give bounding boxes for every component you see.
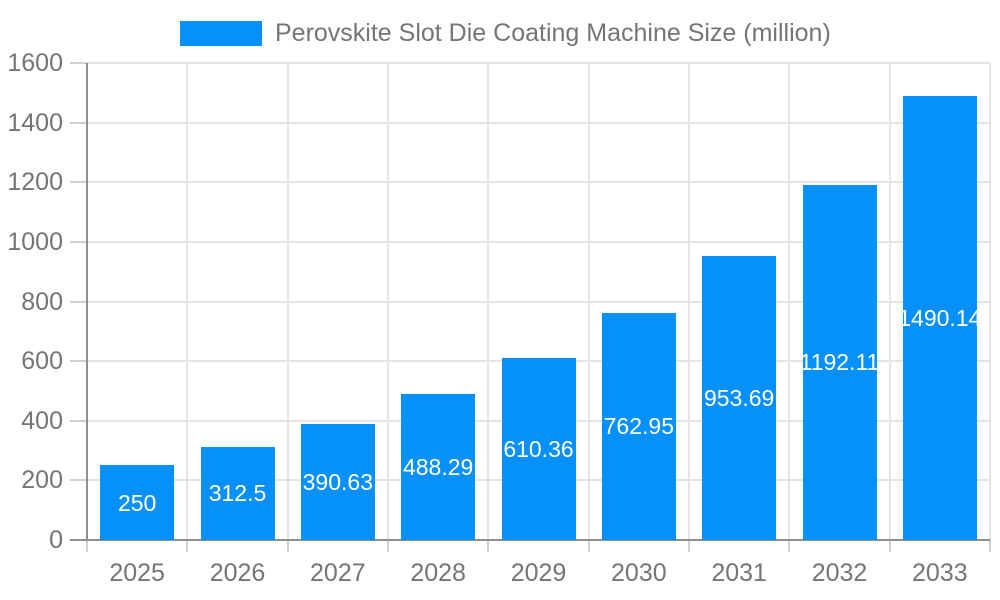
x-tick xyxy=(688,540,690,552)
bar-value-label: 250 xyxy=(117,489,157,516)
bar-2031[interactable] xyxy=(702,255,777,540)
bar-2026[interactable] xyxy=(200,446,275,540)
y-axis-label: 1000 xyxy=(7,227,63,256)
x-axis-label: 2032 xyxy=(811,559,868,587)
gridline-x xyxy=(186,63,189,540)
gridline-x xyxy=(888,63,891,540)
y-axis-label: 600 xyxy=(21,347,63,376)
y-tick xyxy=(70,300,87,303)
y-tick xyxy=(70,121,87,124)
bar-2033[interactable] xyxy=(902,95,977,540)
gridline-x xyxy=(487,63,490,540)
bar-2027[interactable] xyxy=(300,423,375,540)
y-axis-label: 800 xyxy=(21,287,63,316)
bar-value-label: 953.69 xyxy=(703,384,775,411)
y-tick xyxy=(70,479,87,482)
y-tick xyxy=(70,240,87,243)
x-tick xyxy=(86,540,88,552)
y-axis-line xyxy=(86,63,88,540)
bar-2030[interactable] xyxy=(601,312,676,540)
y-axis-label: 0 xyxy=(49,526,63,554)
bar-2025[interactable] xyxy=(100,465,175,540)
gridline-x xyxy=(688,63,690,540)
x-axis-line xyxy=(70,539,990,541)
bar-value-label: 610.36 xyxy=(503,436,574,463)
gridline-y xyxy=(87,62,990,64)
bar-value-label: 390.63 xyxy=(302,468,373,495)
gridline-x xyxy=(387,63,389,540)
legend-label: Perovskite Slot Die Coating Machine Size… xyxy=(275,19,831,47)
y-tick xyxy=(70,360,87,363)
gridline-y xyxy=(87,121,990,124)
y-tick xyxy=(70,419,87,422)
x-tick xyxy=(989,540,991,552)
bar-value-label: 1192.11 xyxy=(799,349,880,376)
bar-value-label: 762.95 xyxy=(603,413,674,440)
x-tick xyxy=(888,540,891,552)
y-axis-label: 200 xyxy=(21,466,63,495)
x-axis-label: 2029 xyxy=(510,559,567,587)
x-axis-label: 2033 xyxy=(912,559,968,587)
x-axis-label: 2030 xyxy=(611,559,667,587)
bar-value-label: 488.29 xyxy=(402,454,474,481)
x-axis-label: 2031 xyxy=(711,559,767,587)
bar-value-label: 1490.14 xyxy=(898,304,982,331)
gridline-y xyxy=(87,181,990,184)
x-axis-label: 2026 xyxy=(209,559,266,587)
x-tick xyxy=(487,540,490,552)
bar-2029[interactable] xyxy=(501,358,576,540)
legend: Perovskite Slot Die Coating Machine Size… xyxy=(180,19,831,47)
x-tick xyxy=(587,540,590,552)
y-axis-label: 1400 xyxy=(7,108,63,137)
x-tick xyxy=(186,540,189,552)
x-axis-label: 2028 xyxy=(410,559,466,587)
bar-2032[interactable] xyxy=(802,184,877,540)
gridline-x xyxy=(989,63,991,540)
y-tick xyxy=(70,181,87,184)
gridline-y xyxy=(87,240,990,243)
y-tick xyxy=(70,62,87,64)
x-tick xyxy=(387,540,389,552)
legend-item[interactable]: Perovskite Slot Die Coating Machine Size… xyxy=(180,19,831,47)
x-tick xyxy=(788,540,791,552)
gridline-x xyxy=(788,63,791,540)
bar-2028[interactable] xyxy=(401,394,476,540)
legend-swatch-icon xyxy=(180,20,262,46)
y-axis-label: 1200 xyxy=(7,168,63,197)
x-tick xyxy=(286,540,289,552)
x-axis-label: 2025 xyxy=(109,559,165,587)
y-axis-label: 400 xyxy=(21,406,63,435)
bar-value-label: 312.5 xyxy=(208,480,267,507)
gridline-x xyxy=(286,63,289,540)
y-axis-label: 1600 xyxy=(7,49,63,77)
gridline-x xyxy=(587,63,590,540)
x-axis-label: 2027 xyxy=(310,559,366,587)
gridline-y xyxy=(87,300,990,303)
